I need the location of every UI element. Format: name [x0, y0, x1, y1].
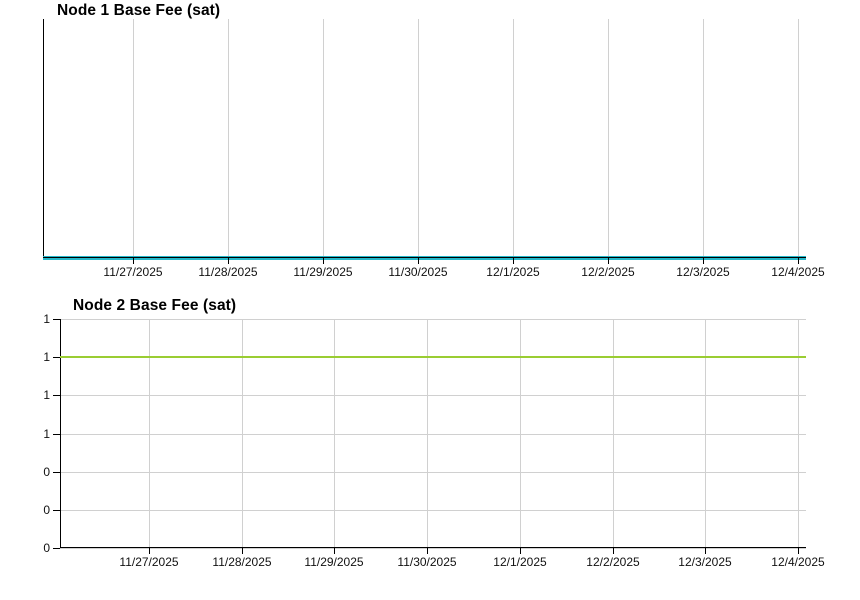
h-gridline [60, 472, 806, 473]
x-axis-tick [608, 258, 609, 264]
v-gridline [418, 19, 419, 258]
v-gridline [613, 319, 614, 548]
y-axis-tick [53, 395, 60, 396]
y-tick-label: 1 [43, 427, 50, 441]
chart-node2-plot-area [60, 319, 806, 548]
v-gridline [705, 319, 706, 548]
v-gridline [608, 19, 609, 258]
x-tick-label: 12/4/2025 [771, 555, 825, 569]
x-axis-tick [242, 548, 243, 554]
v-gridline [334, 319, 335, 548]
chart-node1-plot-area [43, 19, 806, 258]
v-gridline [323, 19, 324, 258]
x-axis-tick [703, 258, 704, 264]
x-axis-tick [613, 548, 614, 554]
v-gridline [703, 19, 704, 258]
x-axis-tick [323, 258, 324, 264]
chart-node2-title: Node 2 Base Fee (sat) [73, 297, 237, 314]
x-axis-tick [427, 548, 428, 554]
y-tick-label: 1 [43, 312, 50, 326]
x-tick-label: 12/2/2025 [581, 265, 635, 279]
v-gridline [133, 19, 134, 258]
x-tick-label: 11/28/2025 [212, 555, 272, 569]
x-axis-tick [705, 548, 706, 554]
x-tick-label: 12/3/2025 [678, 555, 732, 569]
y-tick-label: 0 [43, 503, 50, 517]
x-tick-label: 11/30/2025 [397, 555, 457, 569]
x-tick-label: 11/29/2025 [293, 265, 353, 279]
x-tick-label: 11/27/2025 [119, 555, 179, 569]
v-gridline [242, 319, 243, 548]
y-tick-label: 1 [43, 350, 50, 364]
v-gridline [520, 319, 521, 548]
x-tick-label: 11/27/2025 [103, 265, 163, 279]
x-axis-tick [798, 548, 799, 554]
h-gridline [60, 510, 806, 511]
y-axis-tick [53, 319, 60, 320]
y-tick-label: 0 [43, 541, 50, 555]
x-axis-line [60, 547, 806, 548]
h-gridline [60, 548, 806, 549]
x-tick-label: 12/3/2025 [676, 265, 730, 279]
x-axis-tick [149, 548, 150, 554]
y-axis-tick [53, 472, 60, 473]
series-line-1 [43, 256, 806, 260]
y-axis-tick [53, 434, 60, 435]
x-tick-label: 11/30/2025 [388, 265, 448, 279]
v-gridline [427, 319, 428, 548]
x-axis-tick [418, 258, 419, 264]
x-tick-label: 12/2/2025 [586, 555, 640, 569]
h-gridline [60, 395, 806, 396]
x-axis-tick [520, 548, 521, 554]
v-gridline [798, 319, 799, 548]
v-gridline [513, 19, 514, 258]
x-axis-tick [334, 548, 335, 554]
y-tick-label: 1 [43, 388, 50, 402]
x-tick-label: 12/1/2025 [493, 555, 547, 569]
x-axis-tick [513, 258, 514, 264]
v-gridline [149, 319, 150, 548]
series-line-2 [60, 356, 806, 359]
y-axis-tick [53, 510, 60, 511]
x-tick-label: 12/4/2025 [771, 265, 825, 279]
y-axis-tick [53, 548, 60, 549]
y-axis-tick [53, 357, 60, 358]
x-tick-label: 12/1/2025 [486, 265, 540, 279]
x-tick-label: 11/29/2025 [304, 555, 364, 569]
x-axis-line [43, 257, 806, 258]
x-axis-tick [228, 258, 229, 264]
x-tick-label: 11/28/2025 [198, 265, 258, 279]
x-axis-tick [798, 258, 799, 264]
chart-node1-title: Node 1 Base Fee (sat) [57, 2, 221, 19]
x-axis-tick [133, 258, 134, 264]
v-gridline [228, 19, 229, 258]
h-gridline [60, 434, 806, 435]
y-tick-label: 0 [43, 465, 50, 479]
h-gridline [60, 319, 806, 320]
v-gridline [798, 19, 799, 258]
